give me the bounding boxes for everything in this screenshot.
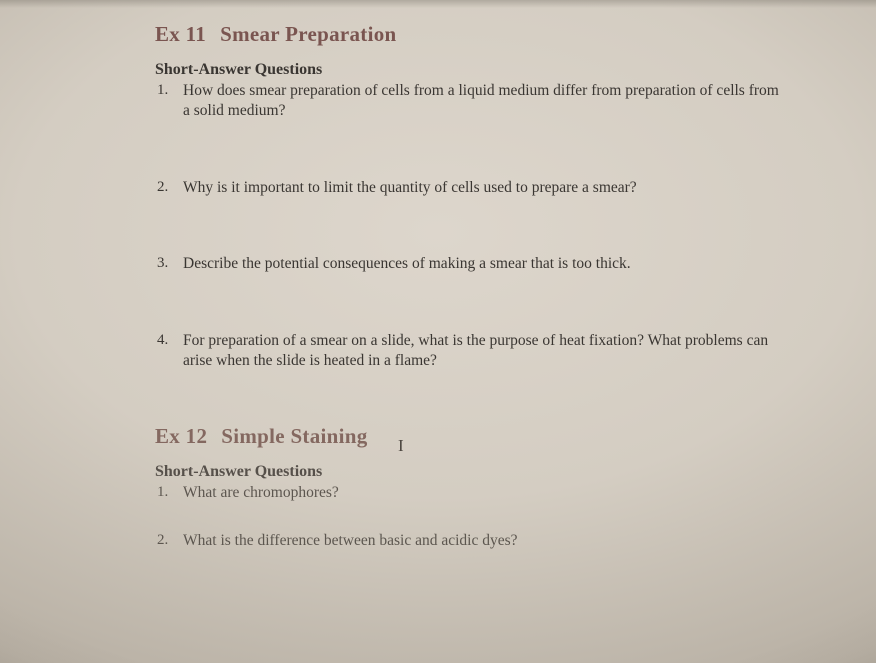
heading-title: Simple Staining <box>221 424 367 448</box>
page-top-shadow <box>0 0 876 8</box>
heading-title: Smear Preparation <box>220 22 396 46</box>
question-list-ex11: 1. How does smear preparation of cells f… <box>155 81 781 372</box>
section-ex12: Ex 12 Simple Staining Short-Answer Questi… <box>155 424 781 552</box>
question-list-ex12: 1. What are chromophores? 2. What is the… <box>155 483 781 552</box>
question-number: 2. <box>157 178 168 198</box>
question-item: 4. For preparation of a smear on a slide… <box>183 331 781 372</box>
text-cursor-icon: I <box>398 436 404 456</box>
question-text: Why is it important to limit the quantit… <box>183 179 637 196</box>
heading-ex12: Ex 12 Simple Staining <box>155 424 781 449</box>
document-page: Ex 11 Smear Preparation Short-Answer Ques… <box>0 0 876 600</box>
question-text: What are chromophores? <box>183 484 339 501</box>
heading-prefix: Ex 11 <box>155 22 206 46</box>
subheading-ex11: Short-Answer Questions <box>155 61 781 79</box>
question-number: 1. <box>157 483 168 503</box>
question-item: 2. Why is it important to limit the quan… <box>183 178 781 198</box>
question-number: 4. <box>157 331 168 351</box>
subheading-ex12: Short-Answer Questions <box>155 463 781 481</box>
question-item: 2. What is the difference between basic … <box>183 531 781 551</box>
question-text: For preparation of a smear on a slide, w… <box>183 332 768 369</box>
question-number: 2. <box>157 531 168 551</box>
question-text: Describe the potential consequences of m… <box>183 255 631 272</box>
question-number: 3. <box>157 254 168 274</box>
question-text: How does smear preparation of cells from… <box>183 82 779 119</box>
heading-ex11: Ex 11 Smear Preparation <box>155 22 781 47</box>
heading-prefix: Ex 12 <box>155 424 207 448</box>
question-item: 1. How does smear preparation of cells f… <box>183 81 781 122</box>
question-item: 1. What are chromophores? <box>183 483 781 503</box>
question-number: 1. <box>157 81 168 101</box>
question-item: 3. Describe the potential consequences o… <box>183 254 781 274</box>
question-text: What is the difference between basic and… <box>183 532 518 549</box>
section-ex11: Ex 11 Smear Preparation Short-Answer Ques… <box>155 22 781 372</box>
